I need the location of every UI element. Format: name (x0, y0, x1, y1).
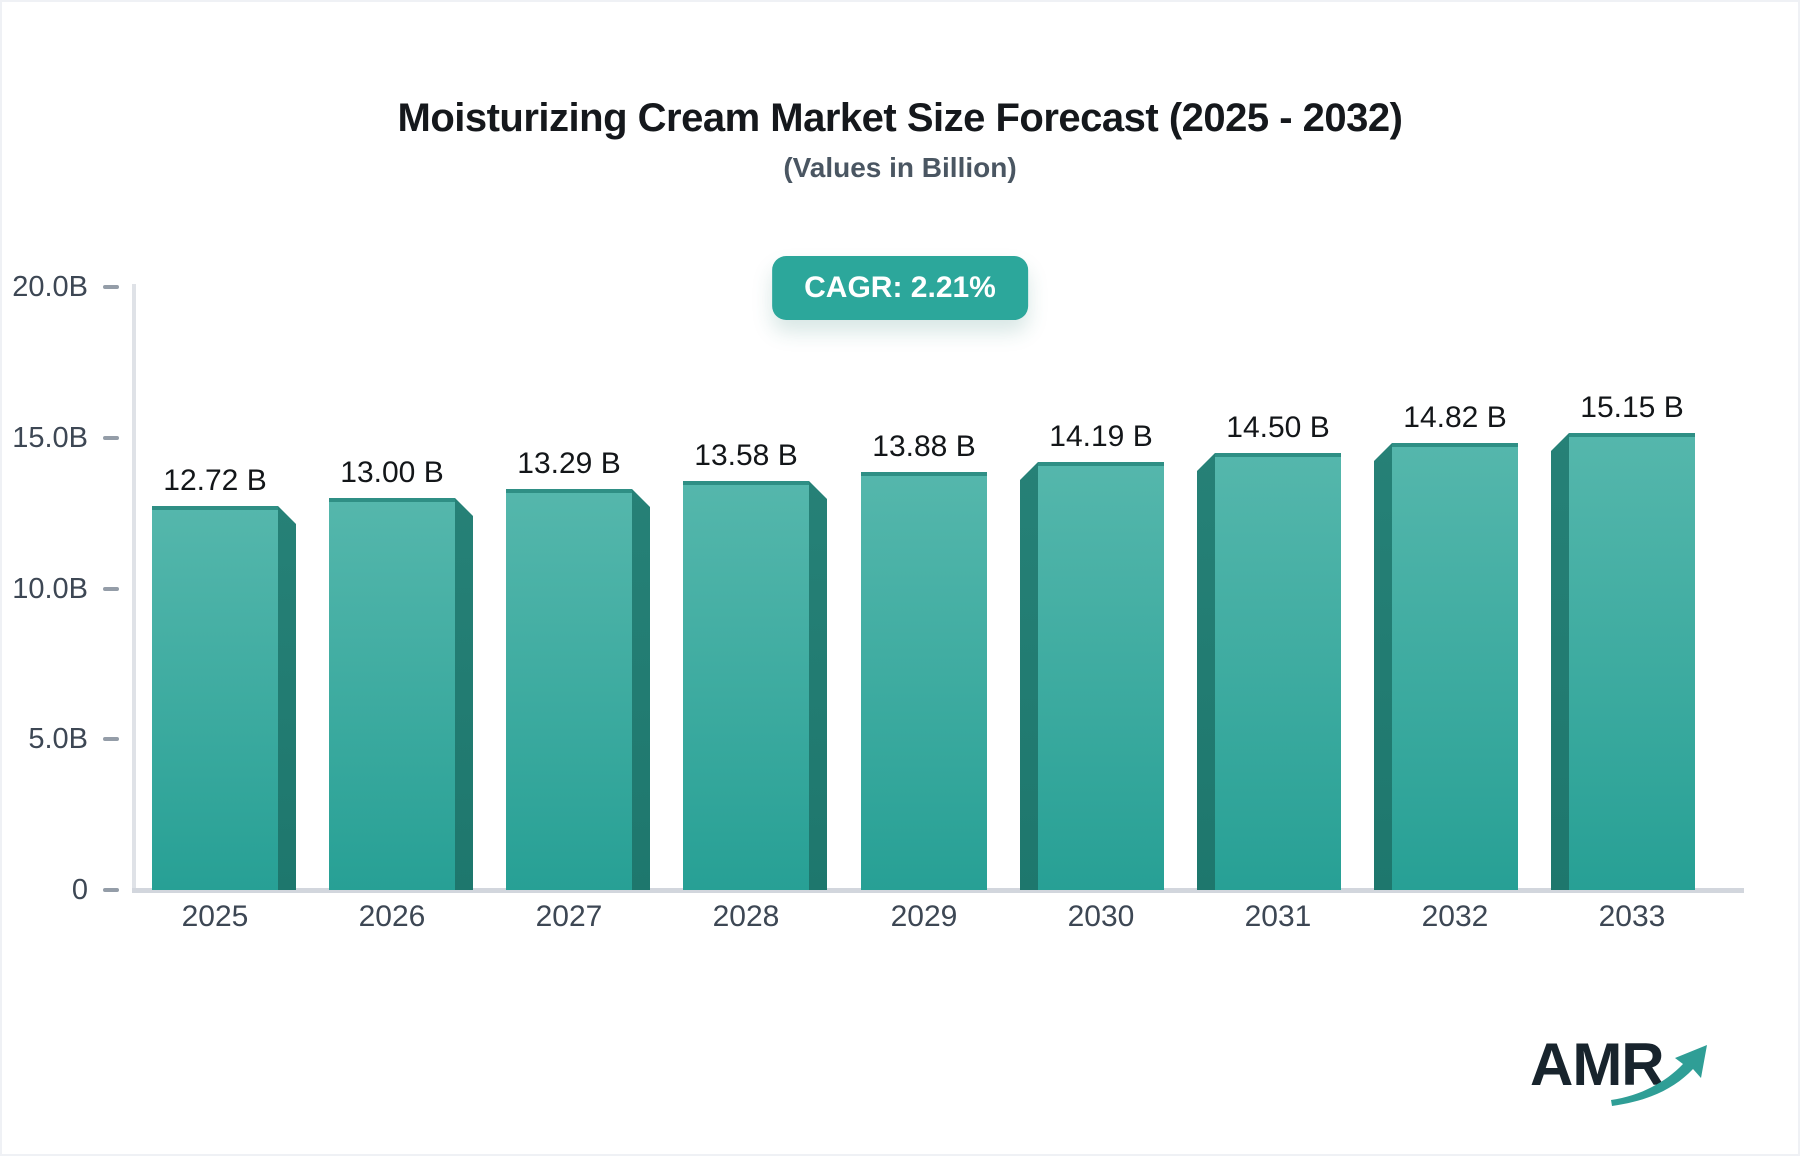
bar-value-label: 13.00 B (340, 456, 444, 489)
bar-face (506, 489, 632, 890)
bar-2029 (861, 472, 987, 890)
bar-face (1392, 443, 1518, 890)
y-axis-line (132, 284, 136, 893)
bar-2030 (1020, 462, 1164, 890)
x-tick-label: 2029 (890, 900, 958, 933)
bar-face (1038, 462, 1164, 890)
x-axis-line (132, 888, 1744, 893)
bar-3d-side (809, 481, 827, 890)
bar-top-edge (861, 472, 987, 476)
bar-3d-side (278, 506, 296, 890)
bar-top-edge (1569, 433, 1695, 437)
bar-top-edge (506, 489, 632, 493)
bar-face (329, 498, 455, 890)
bar-2033 (1551, 433, 1695, 890)
chart-subtitle: (Values in Billion) (783, 152, 1017, 183)
bar-3d-side (1374, 443, 1392, 890)
y-tick-mark (103, 436, 119, 440)
bar-top-edge (1392, 443, 1518, 447)
y-tick-mark (103, 888, 119, 892)
bar-2028 (683, 481, 827, 890)
bar-2031 (1197, 453, 1341, 890)
bar-3d-side (1020, 462, 1038, 890)
x-tick-label: 2030 (1067, 900, 1135, 933)
bar-face (1215, 453, 1341, 890)
y-tick-mark (103, 737, 119, 741)
y-tick-label: 0 (71, 874, 88, 906)
bar-top-edge (1038, 462, 1164, 466)
bar-top-edge (329, 498, 455, 502)
bar-2027 (506, 489, 650, 890)
bar-value-label: 13.58 B (694, 439, 798, 472)
x-tick-label: 2025 (181, 900, 249, 933)
amr-logo: AMR (1530, 1030, 1760, 1126)
bar-2025 (152, 506, 296, 890)
bar-value-label: 15.15 B (1580, 391, 1684, 424)
bar-value-label: 14.82 B (1403, 401, 1507, 434)
bar-face (152, 506, 278, 890)
y-tick-mark (103, 285, 119, 289)
growth-arrow-icon (1611, 1045, 1707, 1106)
x-tick-label: 2026 (358, 900, 426, 933)
x-tick-label: 2033 (1598, 900, 1666, 933)
bar-value-label: 13.29 B (517, 447, 621, 480)
cagr-badge: CAGR: 2.21% (772, 256, 1028, 320)
bar-face (683, 481, 809, 890)
bar-3d-side (1551, 433, 1569, 890)
y-tick-label: 15.0B (12, 422, 88, 454)
bar-top-edge (1215, 453, 1341, 457)
bar-2032 (1374, 443, 1518, 890)
y-tick-label: 20.0B (12, 271, 88, 303)
x-tick-label: 2032 (1421, 900, 1489, 933)
y-tick-label: 10.0B (12, 573, 88, 605)
bar-3d-side (1197, 453, 1215, 890)
bar-face (1569, 433, 1695, 890)
x-tick-label: 2031 (1244, 900, 1312, 933)
x-tick-label: 2028 (712, 900, 780, 933)
chart-title: Moisturizing Cream Market Size Forecast … (397, 96, 1403, 140)
bar-3d-side (455, 498, 473, 890)
bar-2026 (329, 498, 473, 890)
bar-value-label: 12.72 B (163, 464, 267, 497)
y-tick-label: 5.0B (28, 723, 88, 755)
amr-logo-text: AMR (1530, 1031, 1665, 1098)
bar-value-label: 14.50 B (1226, 411, 1330, 444)
bar-3d-side (632, 489, 650, 890)
y-tick-mark (103, 587, 119, 591)
bar-value-label: 14.19 B (1049, 420, 1153, 453)
bar-value-label: 13.88 B (872, 430, 976, 463)
bar-face (861, 472, 987, 890)
cagr-badge-label: CAGR: 2.21% (804, 271, 996, 304)
bar-top-edge (152, 506, 278, 510)
bar-top-edge (683, 481, 809, 485)
x-tick-label: 2027 (535, 900, 603, 933)
